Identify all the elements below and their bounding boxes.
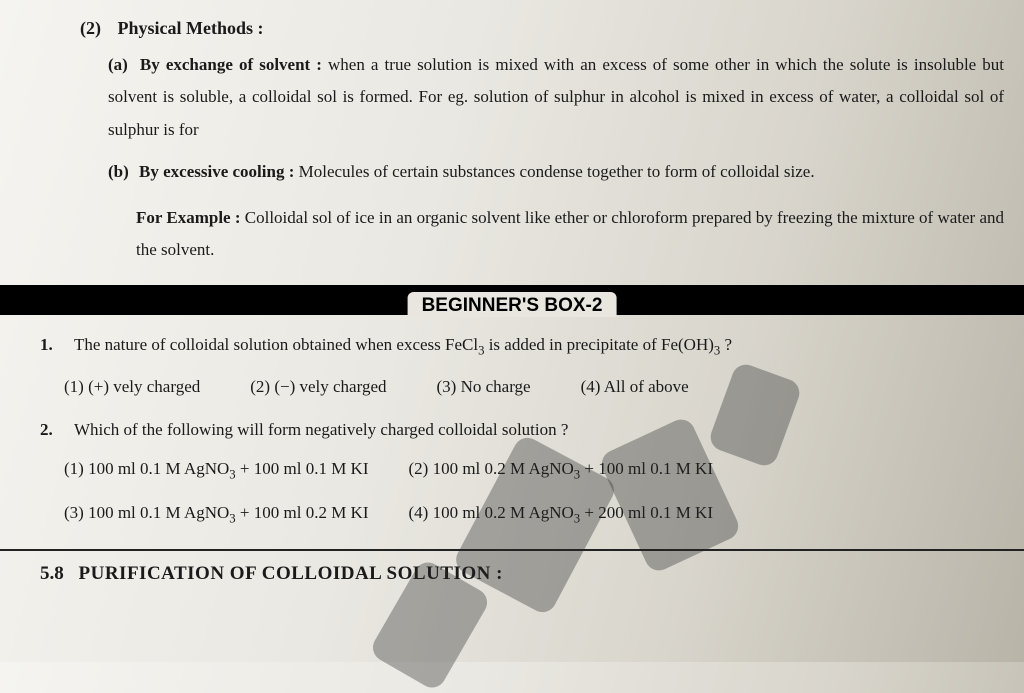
box-bar: BEGINNER'S BOX-2 bbox=[0, 285, 1024, 315]
q1-text-c: ? bbox=[720, 335, 732, 354]
q2-opt-1-post: + 100 ml 0.1 M KI bbox=[236, 459, 369, 478]
example-text: Colloidal sol of ice in an organic solve… bbox=[136, 208, 1004, 259]
method-b-label: (b) bbox=[108, 162, 129, 181]
box-label: BEGINNER'S BOX-2 bbox=[408, 292, 617, 317]
q1-opt-4: (4) All of above bbox=[581, 373, 689, 400]
q1-options: (1) (+) vely charged (2) (−) vely charge… bbox=[64, 373, 1004, 400]
method-a: (a) By exchange of solvent : when a true… bbox=[108, 49, 1004, 146]
q1-text-b: is added in precipitate of Fe(OH) bbox=[484, 335, 713, 354]
question-1: 1. The nature of colloidal solution obta… bbox=[40, 331, 1004, 400]
q1-text-a: The nature of colloidal solution obtaine… bbox=[74, 335, 478, 354]
section-number: (2) bbox=[80, 18, 101, 39]
method-a-lead: By exchange of solvent : bbox=[140, 55, 322, 74]
purif-num: 5.8 bbox=[40, 563, 64, 584]
q2-opt-3-pre: (3) 100 ml 0.1 M AgNO bbox=[64, 503, 229, 522]
q1-opt-1: (1) (+) vely charged bbox=[64, 373, 200, 400]
q2-number: 2. bbox=[40, 416, 70, 443]
q2-opt-3-post: + 100 ml 0.2 M KI bbox=[236, 503, 369, 522]
q1-number: 1. bbox=[40, 331, 70, 358]
q1-opt-3: (3) No charge bbox=[437, 373, 531, 400]
q2-opt-1-pre: (1) 100 ml 0.1 M AgNO bbox=[64, 459, 229, 478]
method-b-lead: By excessive cooling : bbox=[139, 162, 294, 181]
q2-opt-3: (3) 100 ml 0.1 M AgNO3 + 100 ml 0.2 M KI bbox=[64, 499, 369, 529]
q2-text: Which of the following will form negativ… bbox=[74, 420, 568, 439]
q1-opt-2: (2) (−) vely charged bbox=[250, 373, 386, 400]
method-b-text: Molecules of certain substances condense… bbox=[294, 162, 814, 181]
example-lead: For Example : bbox=[136, 208, 241, 227]
section-header: (2) Physical Methods : bbox=[80, 18, 1004, 39]
q2-opt-1: (1) 100 ml 0.1 M AgNO3 + 100 ml 0.1 M KI bbox=[64, 455, 369, 485]
example-block: For Example : Colloidal sol of ice in an… bbox=[136, 202, 1004, 267]
method-b: (b) By excessive cooling : Molecules of … bbox=[108, 156, 1004, 188]
method-a-label: (a) bbox=[108, 55, 128, 74]
section-title: Physical Methods : bbox=[118, 18, 264, 38]
